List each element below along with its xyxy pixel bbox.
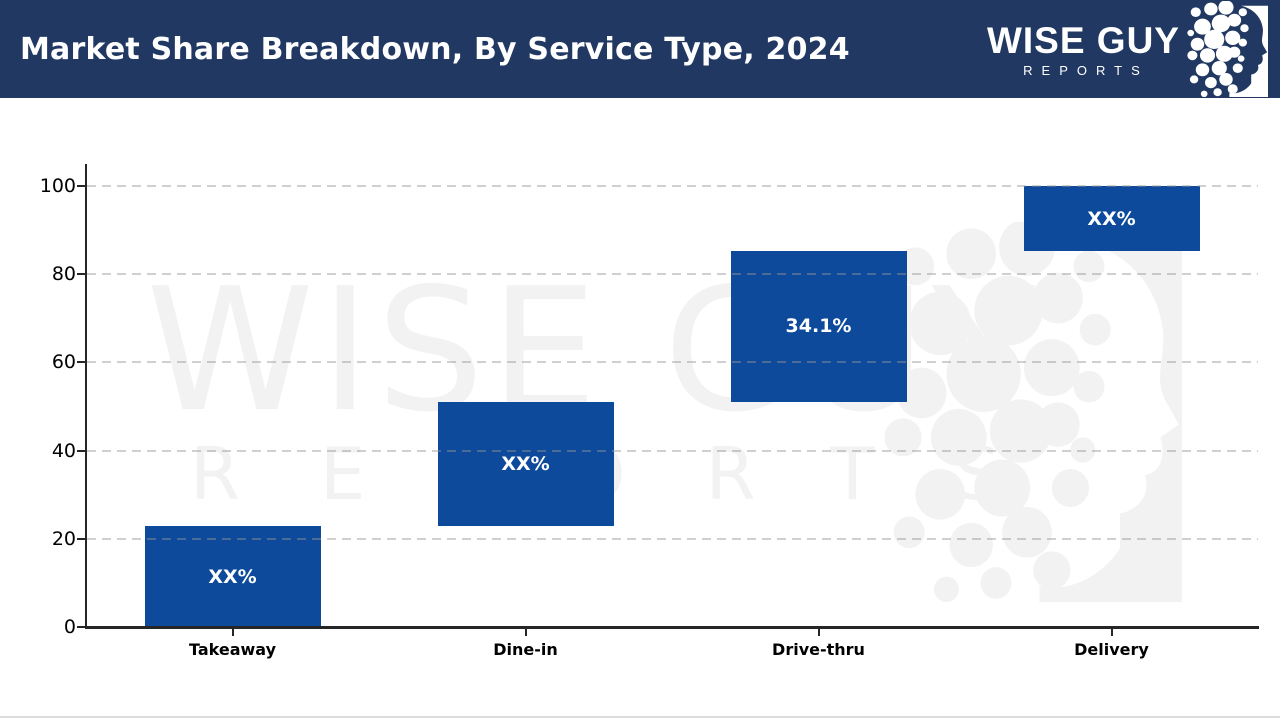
gridline-y20 (87, 537, 1258, 540)
bar-value-label: 34.1% (785, 315, 852, 338)
brand-logo: WISE GUY REPORTS (987, 1, 1268, 97)
brand-name: WISE GUY (986, 19, 1180, 61)
bar-dine-in[interactable]: XX% (437, 401, 614, 527)
x-category-label: Dine-in (493, 640, 558, 659)
bar-value-label: XX% (501, 453, 550, 476)
bottom-border (0, 716, 1280, 718)
gridline-y80 (87, 273, 1258, 276)
y-tick-label: 20 (51, 527, 76, 550)
brand-subtitle: REPORTS (1023, 62, 1149, 78)
y-tick-mark (77, 449, 86, 452)
wise-guy-head-icon (1187, 1, 1268, 97)
bar-delivery[interactable]: XX% (1023, 186, 1200, 252)
x-tick-mark (231, 629, 234, 636)
bar-takeaway[interactable]: XX% (144, 526, 321, 627)
page-title: Market Share Breakdown, By Service Type,… (20, 31, 850, 67)
y-tick-label: 80 (51, 263, 76, 286)
y-tick-mark (77, 626, 86, 628)
y-tick-label: 100 (39, 175, 76, 197)
x-category-label: Takeaway (188, 640, 277, 659)
header: Market Share Breakdown, By Service Type,… (0, 0, 1280, 98)
x-category-label: Delivery (1074, 640, 1149, 659)
bar-drive-thru[interactable]: 34.1% (730, 251, 907, 402)
y-tick-mark (77, 537, 86, 540)
watermark-head-icon (884, 222, 1182, 602)
x-tick-mark (524, 629, 527, 636)
bar-value-label: XX% (1087, 207, 1136, 230)
y-tick-mark (77, 273, 86, 276)
y-tick-label: 60 (51, 351, 76, 374)
bar-value-label: XX% (208, 565, 257, 588)
y-tick-mark (77, 185, 86, 187)
y-axis-line (85, 164, 87, 629)
y-tick-label: 0 (63, 616, 76, 638)
gridline-y100 (87, 185, 1258, 187)
gridline-y40 (87, 449, 1258, 452)
brand-wordmark: WISE GUY REPORTS (987, 22, 1180, 77)
x-tick-mark (1110, 629, 1113, 636)
x-axis-line (85, 626, 1259, 629)
gridline-y60 (87, 361, 1258, 364)
y-tick-mark (77, 361, 86, 364)
y-tick-label: 40 (51, 439, 76, 462)
x-category-label: Drive-thru (772, 640, 865, 659)
x-tick-mark (817, 629, 820, 636)
